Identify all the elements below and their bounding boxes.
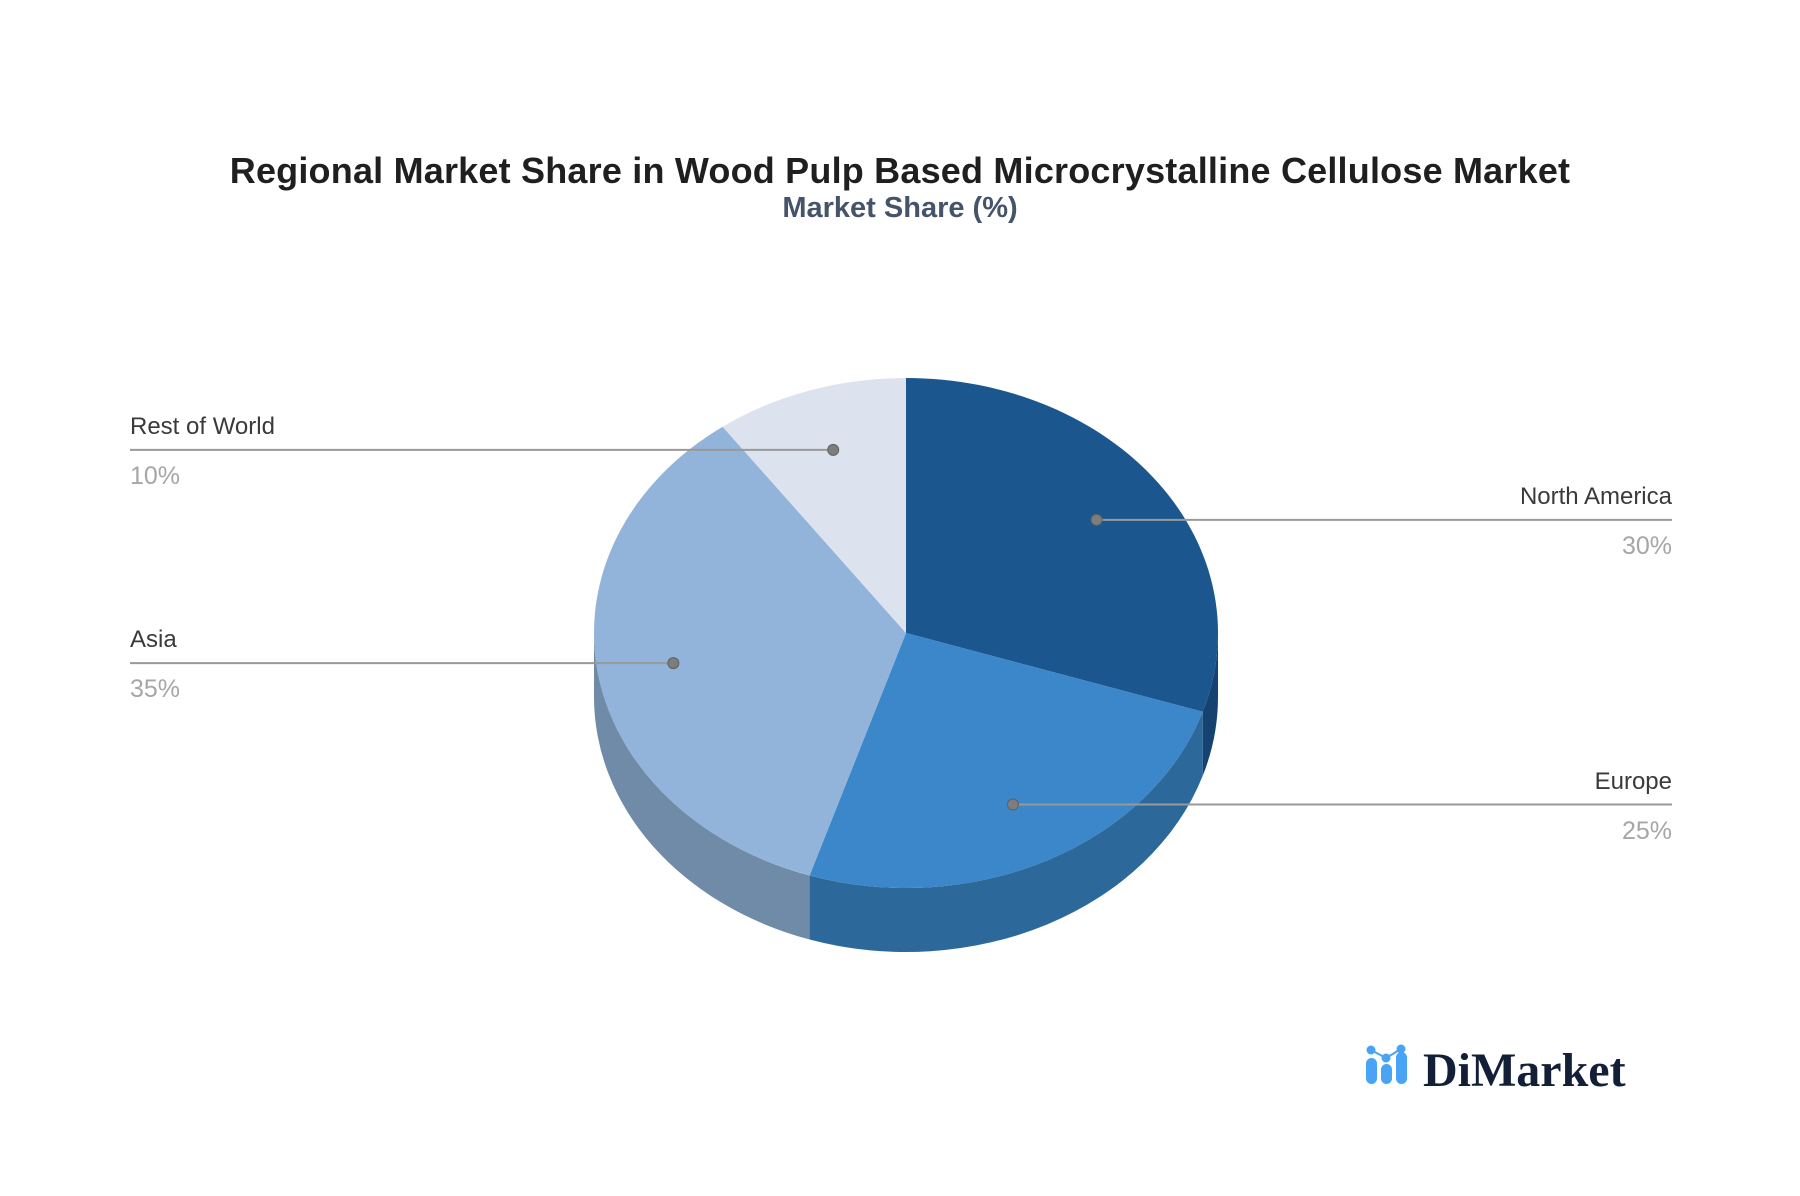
pie-slice-side-asia [594,633,810,940]
leader-dot-europe [1006,798,1019,811]
leader-dot-asia [667,657,680,670]
pie-slice-rest-of-world [722,378,906,633]
slice-label: Europe [1594,767,1672,795]
slice-value: 25% [1621,816,1672,845]
leader-dot-rest-of-world [827,443,840,456]
bar-chart-icon [1366,1044,1407,1084]
pie-slice-north-america [906,377,1218,712]
slice-value: 30% [1621,531,1672,560]
chart-subtitle: Market Share (%) [782,192,1018,224]
pie-slice-side-north-america [1202,633,1218,776]
pie-slice-asia [594,426,906,876]
logo-text: DiMarket [1423,1044,1626,1097]
slice-value: 35% [130,675,181,704]
pie-slice-side-europe [809,711,1203,952]
logo: DiMarket [1364,1044,1626,1095]
slice-value: 10% [130,461,181,490]
slice-label: Rest of World [130,412,275,440]
leader-dot-north-america [1090,513,1103,526]
chart-title: Regional Market Share in Wood Pulp Based… [229,150,1571,191]
pie-slice-europe [809,633,1203,888]
slice-label: Asia [130,626,177,654]
slice-label: North America [1519,482,1672,510]
